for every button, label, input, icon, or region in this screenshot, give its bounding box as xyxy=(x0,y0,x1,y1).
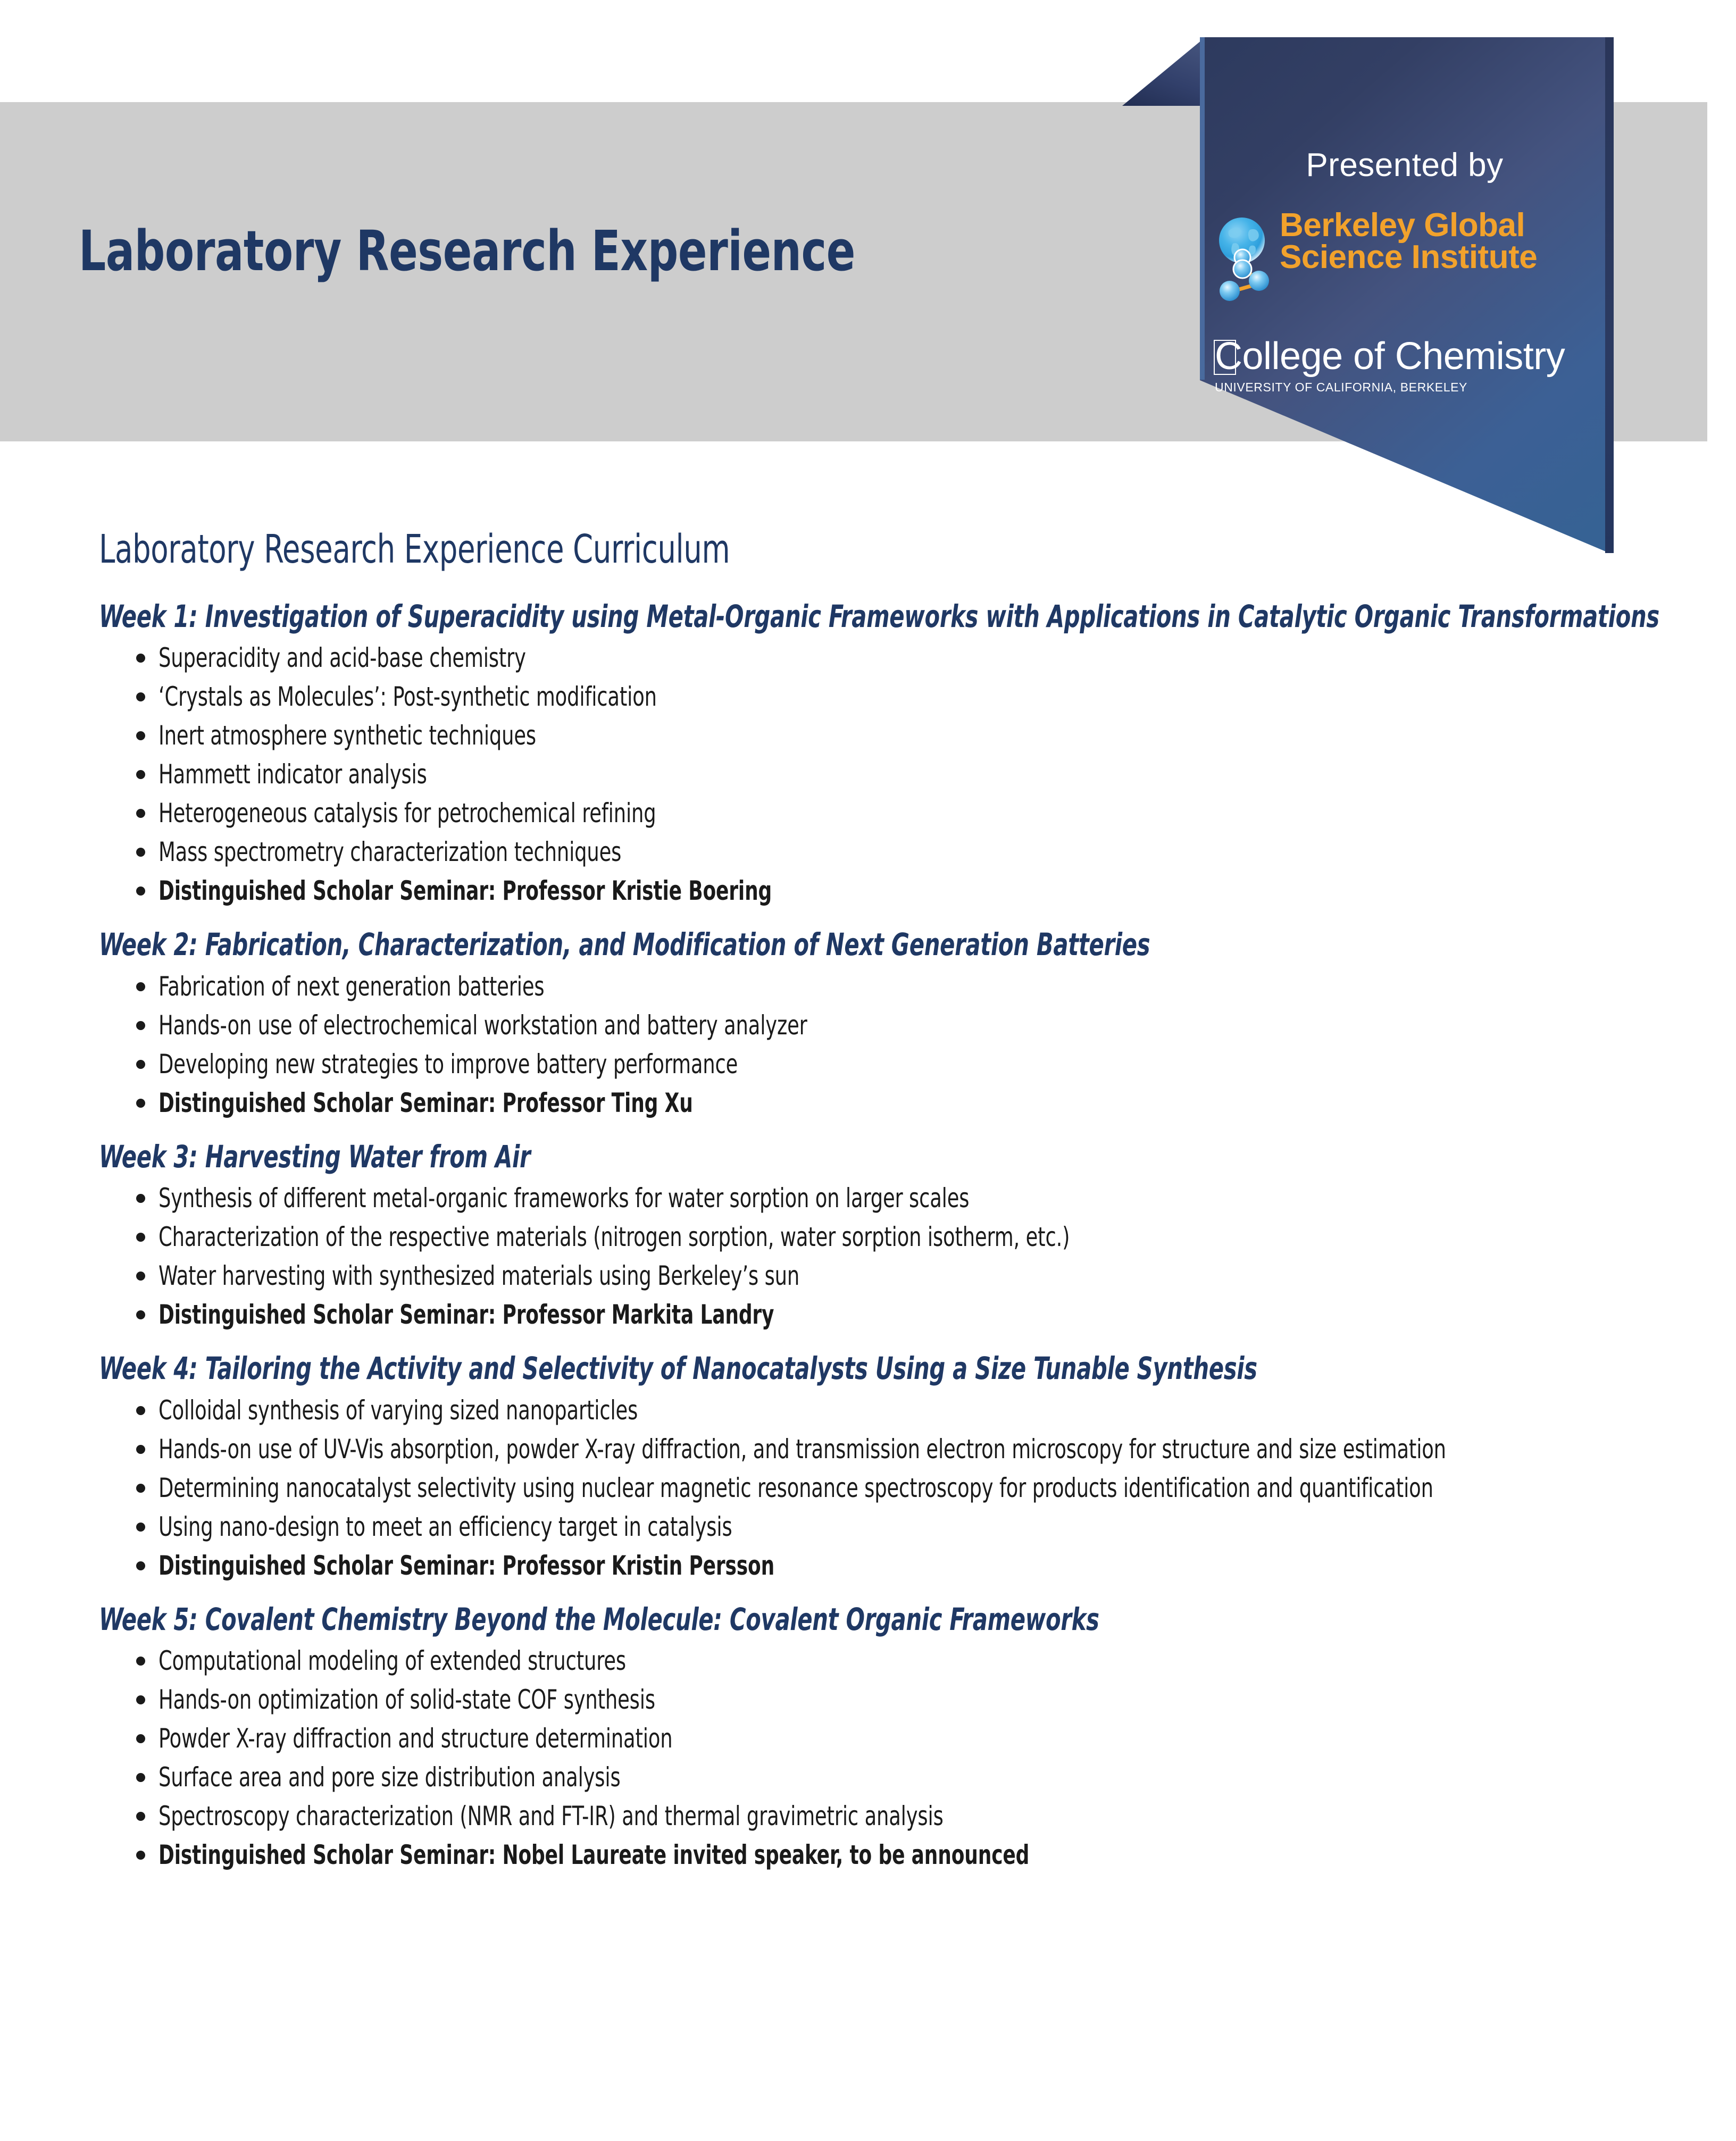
week-bullet-list: Fabrication of next generation batteries… xyxy=(99,971,1673,1119)
presented-by-label: Presented by xyxy=(1306,147,1504,183)
week-heading: Week 4: Tailoring the Activity and Selec… xyxy=(99,1350,1257,1387)
document-header: Laboratory Research Experience Presented… xyxy=(0,0,1736,564)
list-item: Hands-on use of UV-Vis absorption, powde… xyxy=(99,1433,1673,1466)
list-item: Fabrication of next generation batteries xyxy=(99,971,1673,1003)
week-heading: Week 1: Investigation of Superacidity us… xyxy=(99,598,1659,634)
week-heading: Week 3: Harvesting Water from Air xyxy=(99,1138,531,1175)
globe-molecule-icon xyxy=(1212,213,1281,308)
bgsi-wordmark: Berkeley Global Science Institute xyxy=(1280,207,1538,276)
list-item-label: Using nano-design to meet an efficiency … xyxy=(158,1511,732,1542)
list-item-label: Colloidal synthesis of varying sized nan… xyxy=(158,1394,638,1426)
week-bullet-list: Colloidal synthesis of varying sized nan… xyxy=(99,1394,1673,1582)
page-title: Laboratory Research Experience xyxy=(79,219,855,283)
list-item-label: Inert atmosphere synthetic techniques xyxy=(158,720,536,751)
list-item-label: Synthesis of different metal-organic fra… xyxy=(158,1183,970,1214)
list-item-label: Surface area and pore size distribution … xyxy=(158,1762,621,1793)
list-item-label: ‘Crystals as Molecules’: Post-synthetic … xyxy=(158,681,657,713)
bgsi-wordmark-line-2: Science Institute xyxy=(1280,239,1538,276)
week-heading: Week 5: Covalent Chemistry Beyond the Mo… xyxy=(99,1601,1099,1637)
list-item-label: Computational modeling of extended struc… xyxy=(158,1645,626,1677)
list-item: ‘Crystals as Molecules’: Post-synthetic … xyxy=(99,681,1673,713)
week-block: Week 4: Tailoring the Activity and Selec… xyxy=(99,1350,1673,1582)
seminar-label: Distinguished Scholar Seminar: Professor… xyxy=(158,1087,693,1118)
week-bullet-list: Synthesis of different metal-organic fra… xyxy=(99,1182,1673,1331)
list-item: Synthesis of different metal-organic fra… xyxy=(99,1182,1673,1215)
college-title: College of Chemistry xyxy=(1215,335,1565,378)
presenter-banner: Presented by xyxy=(1122,37,1654,558)
list-item: Hands-on use of electrochemical workstat… xyxy=(99,1009,1673,1042)
week-block: Week 5: Covalent Chemistry Beyond the Mo… xyxy=(99,1601,1673,1871)
seminar-label: Distinguished Scholar Seminar: Nobel Lau… xyxy=(158,1839,1030,1871)
seminar-list-item: Distinguished Scholar Seminar: Professor… xyxy=(99,1087,1673,1119)
list-item: Powder X-ray diffraction and structure d… xyxy=(99,1722,1673,1755)
week-block: Week 2: Fabrication, Characterization, a… xyxy=(99,926,1673,1119)
week-block: Week 3: Harvesting Water from Air Synthes… xyxy=(99,1139,1673,1331)
seminar-label: Distinguished Scholar Seminar: Professor… xyxy=(158,1550,775,1581)
list-item: Hands-on optimization of solid-state COF… xyxy=(99,1684,1673,1716)
list-item-label: Fabrication of next generation batteries xyxy=(158,971,545,1002)
list-item-label: Superacidity and acid-base chemistry xyxy=(158,642,526,674)
banner-right-edge xyxy=(1605,37,1614,553)
seminar-list-item: Distinguished Scholar Seminar: Professor… xyxy=(99,1550,1673,1582)
list-item: Developing new strategies to improve bat… xyxy=(99,1048,1673,1081)
list-item-label: Powder X-ray diffraction and structure d… xyxy=(158,1723,673,1754)
list-item-label: Hammett indicator analysis xyxy=(158,759,427,790)
college-of-chemistry-lockup: College of Chemistry UNIVERSITY OF CALIF… xyxy=(1212,335,1616,394)
list-item-label: Heterogeneous catalysis for petrochemica… xyxy=(158,798,656,829)
list-item: Inert atmosphere synthetic techniques xyxy=(99,720,1673,752)
list-item-label: Hands-on use of UV-Vis absorption, powde… xyxy=(158,1433,1446,1465)
list-item: Mass spectrometry characterization techn… xyxy=(99,836,1673,868)
banner-left-edge xyxy=(1200,37,1205,380)
seminar-list-item: Distinguished Scholar Seminar: Nobel Lau… xyxy=(99,1839,1673,1871)
bgsi-logo-lockup: Berkeley Global Science Institute xyxy=(1212,207,1616,308)
seminar-label: Distinguished Scholar Seminar: Professor… xyxy=(158,875,772,907)
list-item-label: Spectroscopy characterization (NMR and F… xyxy=(158,1801,944,1832)
seminar-list-item: Distinguished Scholar Seminar: Professor… xyxy=(99,1299,1673,1331)
list-item: Determining nanocatalyst selectivity usi… xyxy=(99,1472,1673,1504)
week-list: Week 1: Investigation of Superacidity us… xyxy=(99,598,1673,1891)
list-item-label: Hands-on use of electrochemical workstat… xyxy=(158,1009,807,1041)
list-item: Hammett indicator analysis xyxy=(99,758,1673,791)
list-item: Characterization of the respective mater… xyxy=(99,1221,1673,1253)
list-item: Computational modeling of extended struc… xyxy=(99,1645,1673,1677)
bgsi-wordmark-line-1: Berkeley Global xyxy=(1280,207,1525,244)
week-bullet-list: Computational modeling of extended struc… xyxy=(99,1645,1673,1871)
list-item: Surface area and pore size distribution … xyxy=(99,1761,1673,1794)
list-item-label: Mass spectrometry characterization techn… xyxy=(158,837,622,868)
list-item-label: Developing new strategies to improve bat… xyxy=(158,1048,738,1080)
week-bullet-list: Superacidity and acid-base chemistry ‘Cry… xyxy=(99,642,1673,907)
list-item-label: Hands-on optimization of solid-state COF… xyxy=(158,1684,655,1716)
list-item: Superacidity and acid-base chemistry xyxy=(99,642,1673,674)
week-heading: Week 2: Fabrication, Characterization, a… xyxy=(99,926,1150,963)
list-item-label: Water harvesting with synthesized materi… xyxy=(158,1260,800,1292)
list-item: Using nano-design to meet an efficiency … xyxy=(99,1511,1673,1543)
seminar-label: Distinguished Scholar Seminar: Professor… xyxy=(158,1299,774,1331)
list-item: Spectroscopy characterization (NMR and F… xyxy=(99,1800,1673,1833)
banner-fold-triangle xyxy=(1122,40,1202,106)
seminar-list-item: Distinguished Scholar Seminar: Professor… xyxy=(99,875,1673,907)
curriculum-heading: Laboratory Research Experience Curriculu… xyxy=(99,526,730,572)
list-item: Colloidal synthesis of varying sized nan… xyxy=(99,1394,1673,1427)
week-block: Week 1: Investigation of Superacidity us… xyxy=(99,598,1673,907)
list-item-label: Characterization of the respective mater… xyxy=(158,1222,1070,1253)
coc-c-outline-box xyxy=(1214,340,1236,375)
college-subtitle: UNIVERSITY OF CALIFORNIA, BERKELEY xyxy=(1215,380,1467,394)
list-item-label: Determining nanocatalyst selectivity usi… xyxy=(158,1472,1433,1503)
list-item: Heterogeneous catalysis for petrochemica… xyxy=(99,797,1673,830)
list-item: Water harvesting with synthesized materi… xyxy=(99,1260,1673,1292)
